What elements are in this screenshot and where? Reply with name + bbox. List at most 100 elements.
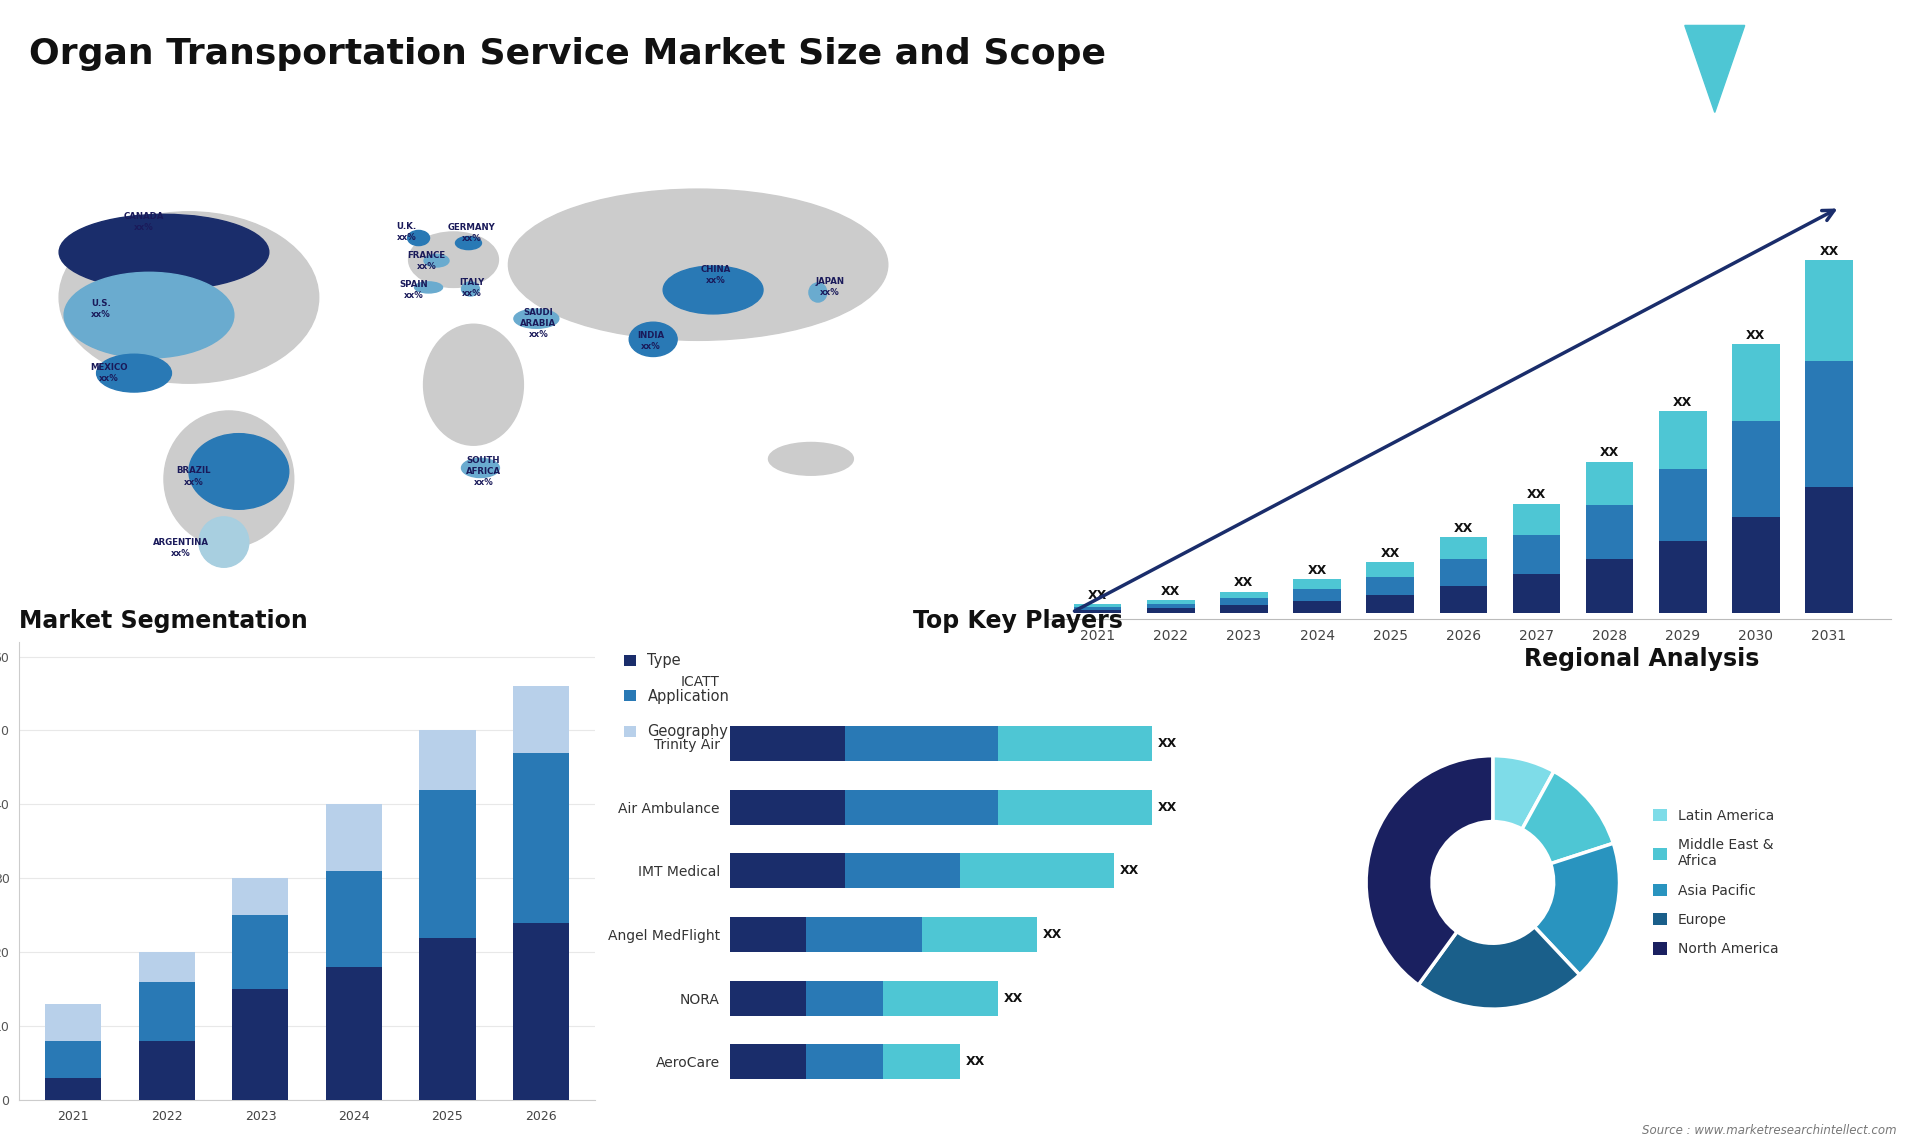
Ellipse shape [409,231,499,288]
Bar [1146,601,1194,604]
Bar [998,727,1152,761]
Bar [513,923,568,1100]
Ellipse shape [200,517,250,567]
Bar [1440,537,1488,559]
Bar [513,753,568,923]
Bar [419,937,476,1100]
Text: CHINA
xx%: CHINA xx% [701,265,732,285]
Bar [1732,517,1780,613]
Bar [845,854,960,888]
Legend: Latin America, Middle East &
Africa, Asia Pacific, Europe, North America: Latin America, Middle East & Africa, Asi… [1649,804,1782,960]
Wedge shape [1534,843,1619,975]
Wedge shape [1419,927,1580,1010]
Bar [1146,604,1194,609]
Bar [1294,579,1340,589]
Text: XX: XX [1235,576,1254,589]
Bar [730,981,806,1015]
Bar [730,854,845,888]
Legend: Type, Application, Geography: Type, Application, Geography [620,649,733,744]
Bar [232,989,288,1100]
Bar [232,878,288,916]
Text: U.K.
xx%: U.K. xx% [396,222,417,242]
Ellipse shape [188,433,288,509]
Bar [1294,601,1340,613]
Bar [1586,462,1634,505]
Bar [138,982,196,1041]
Bar [419,790,476,937]
Bar [1513,503,1561,535]
Ellipse shape [808,283,828,303]
Ellipse shape [515,309,559,328]
Ellipse shape [509,189,887,340]
Bar [1367,595,1413,613]
Ellipse shape [63,273,234,358]
Ellipse shape [424,324,524,446]
Text: SPAIN
xx%: SPAIN xx% [399,280,428,300]
Text: U.S.
xx%: U.S. xx% [90,299,111,319]
Bar [1659,411,1707,469]
Bar [1805,361,1853,487]
Bar [1659,469,1707,541]
Text: BRAZIL
xx%: BRAZIL xx% [177,466,211,487]
Ellipse shape [60,214,269,290]
Text: SAUDI
ARABIA
xx%: SAUDI ARABIA xx% [520,308,557,339]
Text: XX: XX [1453,521,1473,535]
Text: XX: XX [1043,928,1062,941]
Text: XX: XX [1672,395,1692,409]
Bar [730,1044,806,1080]
Text: Source : www.marketresearchintellect.com: Source : www.marketresearchintellect.com [1642,1124,1897,1137]
Bar [998,790,1152,825]
Ellipse shape [461,458,499,478]
Bar [232,916,288,989]
Bar [1219,591,1267,598]
Bar [1513,574,1561,613]
Text: XX: XX [1308,564,1327,576]
Text: XX: XX [1599,446,1619,460]
Bar [1146,609,1194,613]
Bar [1440,559,1488,586]
Bar [1586,559,1634,613]
Ellipse shape [60,212,319,383]
Ellipse shape [415,282,442,293]
Ellipse shape [407,230,430,245]
Bar [730,727,845,761]
Text: JAPAN
xx%: JAPAN xx% [816,277,845,298]
Bar [419,730,476,790]
Bar [1805,487,1853,613]
Bar [513,686,568,753]
Polygon shape [1655,25,1715,112]
Text: XX: XX [1119,864,1139,878]
Title: Top Key Players: Top Key Players [912,609,1123,633]
Text: XX: XX [1380,547,1400,560]
Text: ITALY
xx%: ITALY xx% [459,278,484,298]
Bar [46,1004,102,1041]
Bar [1659,541,1707,613]
Ellipse shape [630,322,678,356]
Bar [922,917,1037,952]
Text: XX: XX [1526,488,1546,501]
Wedge shape [1367,755,1494,984]
Bar [326,871,382,967]
Ellipse shape [96,354,171,392]
Ellipse shape [768,442,852,476]
Bar [1513,535,1561,574]
Bar [883,981,998,1015]
Text: ARGENTINA
xx%: ARGENTINA xx% [154,539,209,558]
Ellipse shape [163,411,294,547]
Bar [1073,604,1121,607]
Bar [845,727,998,761]
Text: XX: XX [1158,737,1177,751]
Text: INDIA
xx%: INDIA xx% [637,331,664,352]
Ellipse shape [461,282,480,296]
Polygon shape [1686,25,1745,112]
Bar [1586,505,1634,559]
Text: XX: XX [1162,584,1181,598]
Ellipse shape [455,236,482,250]
Text: FRANCE
xx%: FRANCE xx% [407,251,445,270]
Bar [1440,586,1488,613]
Text: SOUTH
AFRICA
xx%: SOUTH AFRICA xx% [467,456,501,487]
Text: XX: XX [1820,245,1839,258]
Text: GERMANY
xx%: GERMANY xx% [447,223,495,243]
Bar [806,981,883,1015]
Bar [806,917,922,952]
